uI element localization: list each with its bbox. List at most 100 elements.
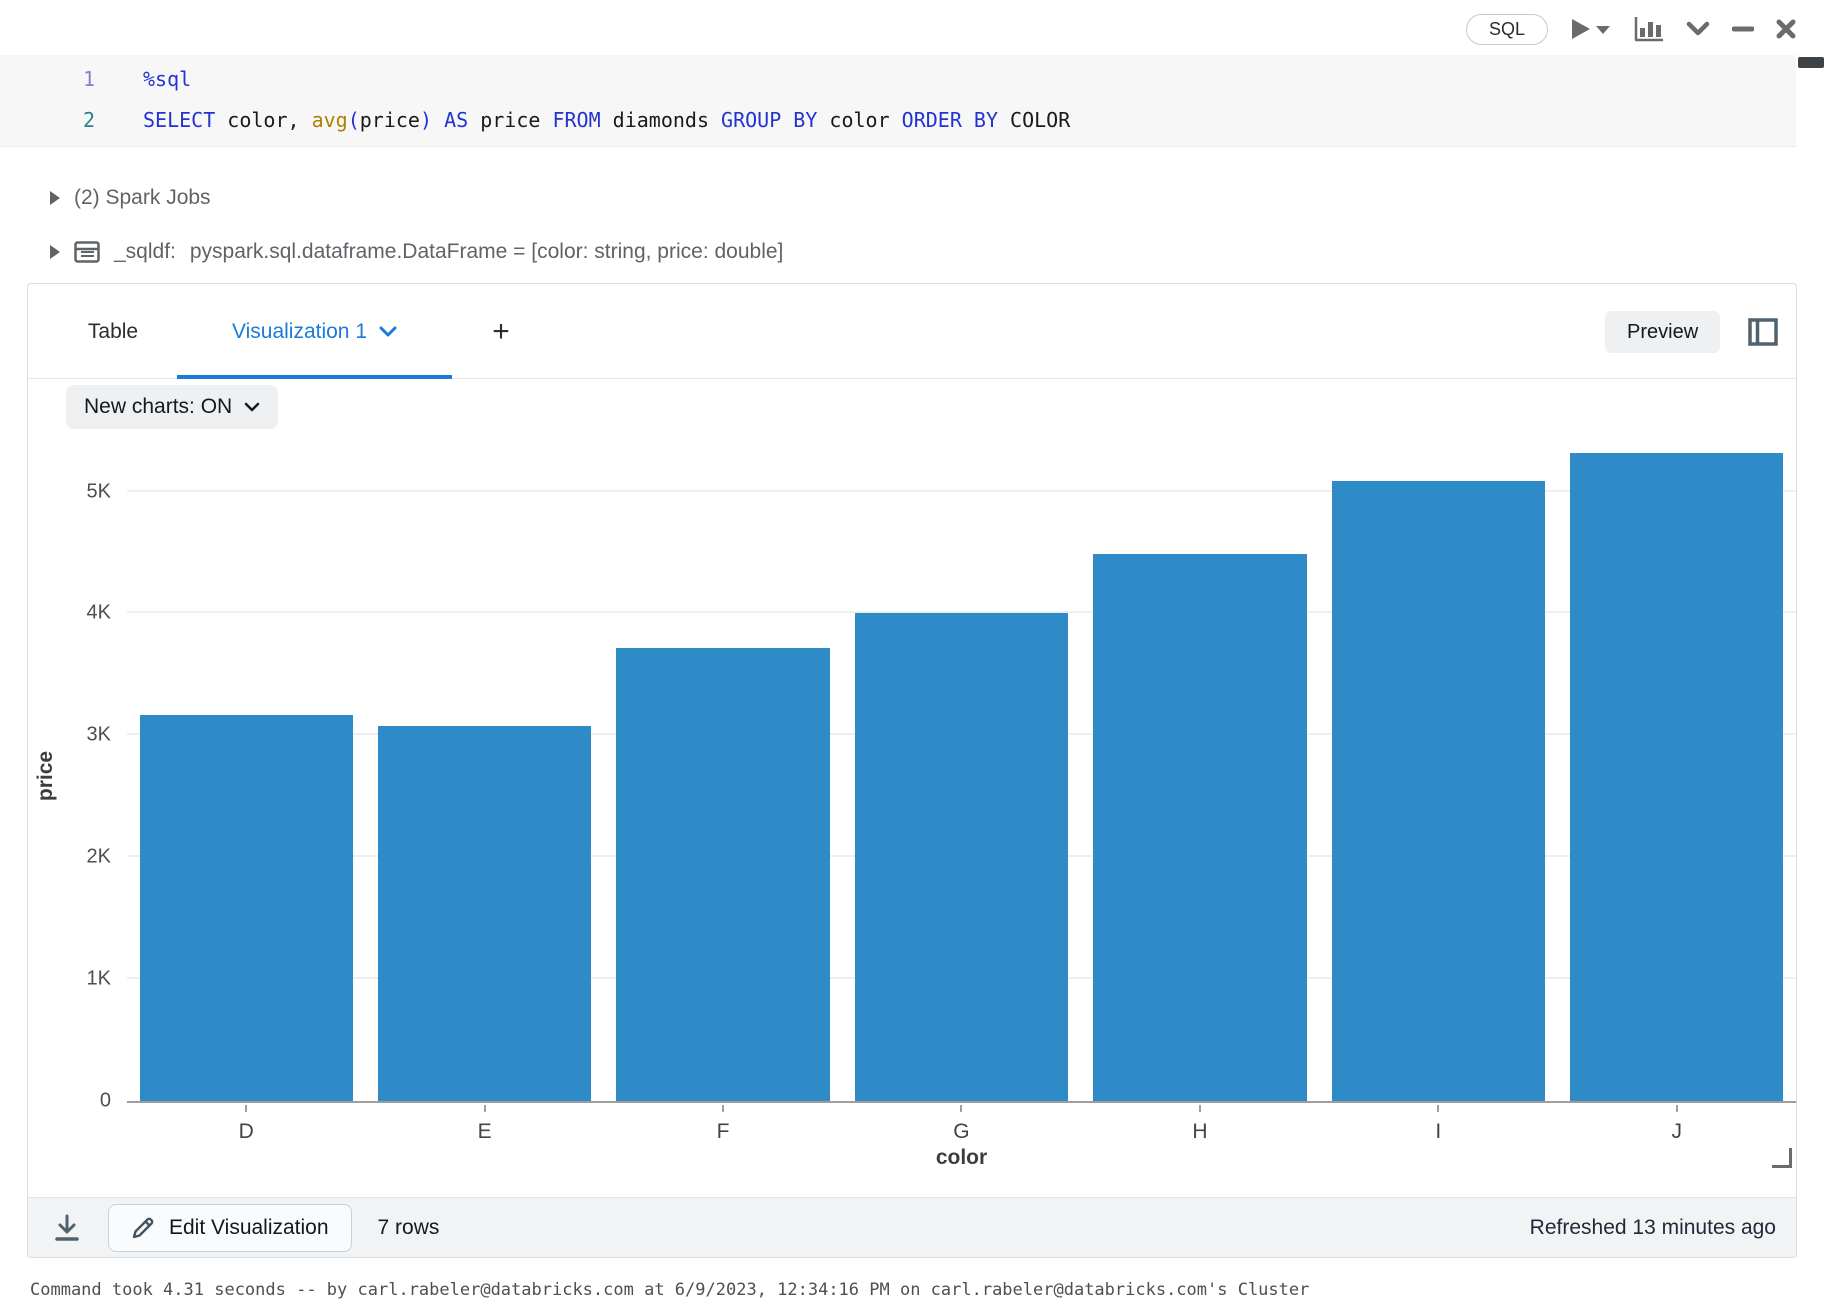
x-axis-title: color xyxy=(935,1146,988,1169)
sqldf-type-info: pyspark.sql.dataframe.DataFrame = [color… xyxy=(189,240,784,263)
bar-chart-icon xyxy=(1634,17,1663,42)
results-action-bar: Edit Visualization 7 rows Refreshed 13 m… xyxy=(28,1197,1796,1257)
close-cell-button[interactable] xyxy=(1776,19,1796,39)
caret-right-icon[interactable] xyxy=(50,191,60,205)
new-charts-toggle[interactable]: New charts: ON xyxy=(66,385,279,429)
x-tick-mark xyxy=(960,1105,963,1112)
bars-layer xyxy=(127,441,1796,1101)
side-panel-toggle-button[interactable] xyxy=(1748,318,1778,351)
add-visualization-button[interactable]: + xyxy=(471,284,531,379)
plot-area: 0 1K 2K 3K 4K 5K xyxy=(87,441,1796,1112)
close-icon xyxy=(1776,19,1796,39)
code-line[interactable]: 2 SELECT color, avg(price) AS price FROM … xyxy=(0,100,1796,141)
code-cell[interactable]: 1 %sql 2 SELECT color, avg(price) AS price … xyxy=(0,55,1796,147)
refreshed-timestamp: Refreshed 13 minutes ago xyxy=(1529,1215,1776,1239)
edit-visualization-button[interactable]: Edit Visualization xyxy=(108,1203,352,1252)
bar xyxy=(1331,480,1546,1101)
bar xyxy=(377,725,592,1101)
code-text: SELECT color, avg(price) AS price FROM d… xyxy=(143,108,1071,132)
x-tick-mark xyxy=(245,1105,248,1112)
x-tick-label: I xyxy=(1435,1120,1442,1143)
y-tick-label: 2K xyxy=(86,845,111,868)
tab-visualization-1[interactable]: Visualization 1 xyxy=(177,284,452,379)
row-count: 7 rows xyxy=(377,1215,440,1239)
caret-right-icon[interactable] xyxy=(50,245,60,259)
x-axis-slot: I xyxy=(1319,1105,1557,1144)
bar-slot xyxy=(1081,441,1319,1101)
x-tick-label: E xyxy=(477,1120,492,1143)
active-tab-underline xyxy=(177,375,452,379)
x-tick-mark xyxy=(483,1105,486,1112)
download-icon xyxy=(55,1214,79,1241)
bar xyxy=(1093,553,1307,1101)
chart-view-button[interactable] xyxy=(1634,16,1664,42)
x-axis-slot: J xyxy=(1558,1105,1796,1144)
bar-slot xyxy=(127,441,365,1101)
pencil-icon xyxy=(132,1217,154,1238)
x-axis-slot: D xyxy=(127,1105,365,1144)
x-axis-labels: D E F G H I J xyxy=(127,1105,1796,1144)
chevron-down-icon[interactable] xyxy=(379,326,397,338)
minus-icon xyxy=(1732,26,1754,32)
bar-slot xyxy=(1558,441,1796,1101)
x-axis-slot: F xyxy=(604,1105,842,1144)
bar xyxy=(854,613,1069,1101)
tab-table-label: Table xyxy=(87,319,139,343)
cell-toolbar: SQL xyxy=(0,8,1796,50)
language-badge[interactable]: SQL xyxy=(1465,13,1548,45)
gridline xyxy=(127,489,1796,492)
x-tick-label: G xyxy=(953,1120,970,1143)
bar xyxy=(1570,452,1784,1101)
x-tick-mark xyxy=(1675,1105,1678,1112)
preview-label: Preview xyxy=(1627,320,1699,343)
line-number: 2 xyxy=(82,108,95,132)
run-cell-button[interactable] xyxy=(1570,17,1612,41)
x-axis-slot: E xyxy=(365,1105,603,1144)
tab-table[interactable]: Table xyxy=(48,284,178,379)
minimize-cell-button[interactable] xyxy=(1732,25,1754,33)
x-axis-slot: H xyxy=(1081,1105,1319,1144)
results-panel: Table Visualization 1 + Preview xyxy=(27,283,1797,1258)
y-tick-label: 1K xyxy=(86,967,111,990)
bar xyxy=(139,714,353,1101)
x-tick-mark xyxy=(1198,1105,1201,1112)
chevron-down-icon xyxy=(244,402,260,411)
edit-visualization-label: Edit Visualization xyxy=(169,1215,329,1239)
x-tick-label: J xyxy=(1671,1120,1682,1143)
plus-icon: + xyxy=(492,314,510,348)
download-results-button[interactable] xyxy=(54,1214,80,1242)
bar xyxy=(616,647,830,1101)
spark-jobs-row[interactable]: (2) Spark Jobs xyxy=(50,186,211,210)
spark-jobs-label: (2) Spark Jobs xyxy=(74,186,211,209)
sqldf-name: _sqldf: xyxy=(114,240,176,263)
side-panel-icon xyxy=(1748,318,1778,346)
bar-slot xyxy=(365,441,603,1101)
command-status-line: Command took 4.31 seconds -- by carl.rab… xyxy=(30,1280,1310,1300)
gridline xyxy=(127,611,1796,614)
y-tick-label: 3K xyxy=(86,723,111,746)
chart-resize-handle[interactable] xyxy=(1772,1148,1792,1168)
play-icon xyxy=(1572,19,1610,39)
bar-slot xyxy=(604,441,842,1101)
dataframe-table-icon xyxy=(74,241,100,263)
x-axis-slot: G xyxy=(842,1105,1080,1144)
sqldf-row[interactable]: _sqldf: pyspark.sql.dataframe.DataFrame … xyxy=(50,240,783,264)
bar-slot xyxy=(842,441,1080,1101)
collapse-cell-button[interactable] xyxy=(1686,21,1710,37)
preview-badge: Preview xyxy=(1605,311,1721,353)
x-tick-label: F xyxy=(716,1120,730,1143)
x-tick-label: D xyxy=(238,1120,254,1143)
line-number: 1 xyxy=(82,67,95,91)
scrollbar-thumb[interactable] xyxy=(1798,57,1824,68)
code-line[interactable]: 1 %sql xyxy=(0,59,1796,100)
y-tick-label: 0 xyxy=(99,1089,111,1112)
bar-slot xyxy=(1319,441,1557,1101)
code-text: %sql xyxy=(143,67,192,91)
code-lines: 1 %sql 2 SELECT color, avg(price) AS price … xyxy=(0,59,1796,141)
x-tick-mark xyxy=(1437,1105,1440,1112)
y-tick-label: 4K xyxy=(86,601,111,624)
chevron-down-icon xyxy=(1686,21,1710,36)
y-axis-title: price xyxy=(34,750,57,802)
new-charts-label: New charts: ON xyxy=(84,395,233,418)
